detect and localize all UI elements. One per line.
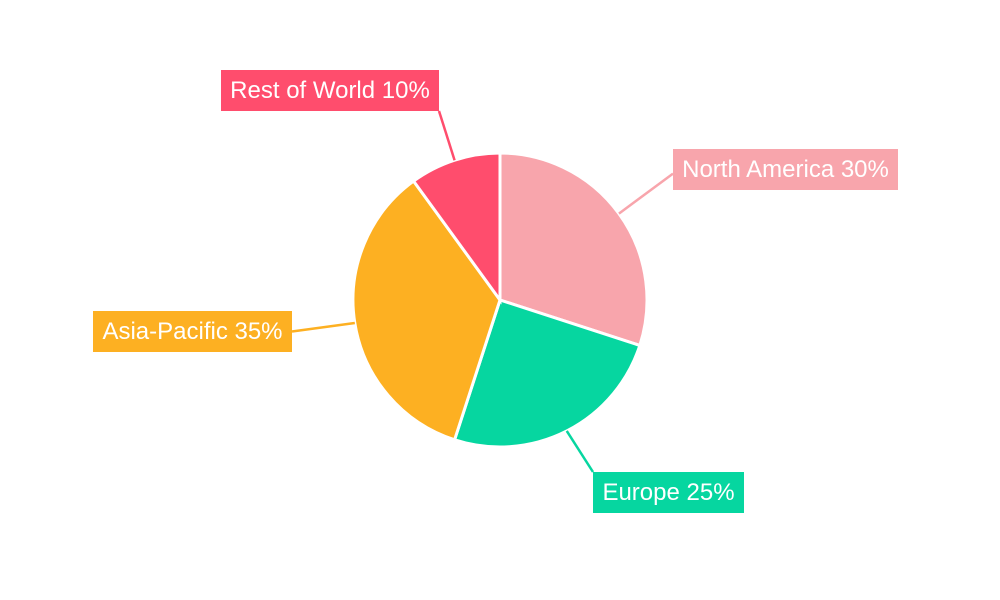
svg-text:Europe 25%: Europe 25% [602,479,734,506]
svg-text:North America 30%: North America 30% [682,156,889,183]
svg-text:Asia-Pacific 35%: Asia-Pacific 35% [102,318,282,345]
svg-text:Rest of World 10%: Rest of World 10% [230,77,430,104]
